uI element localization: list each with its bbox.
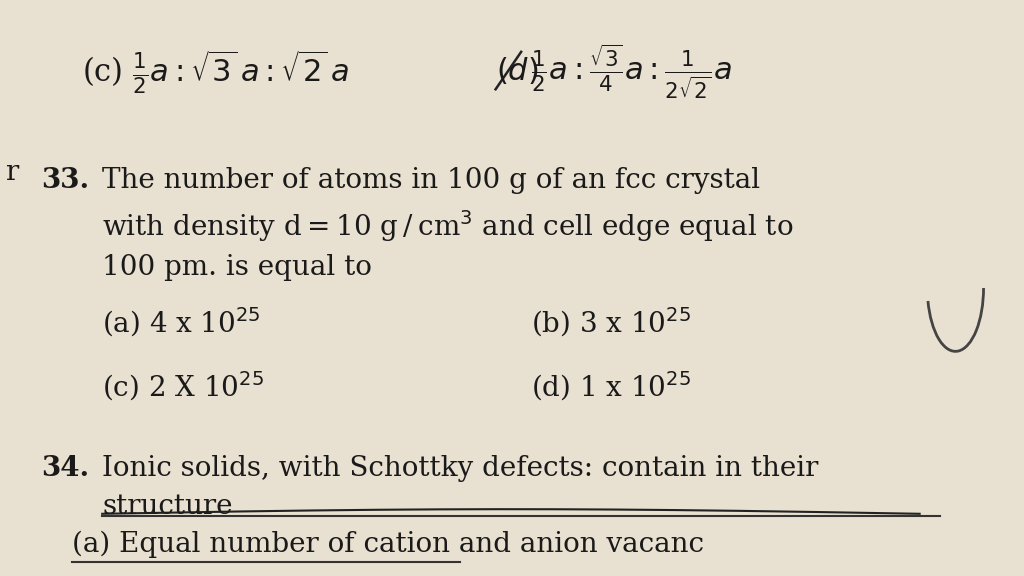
Text: (c) 2 X 10$^{25}$: (c) 2 X 10$^{25}$ [102, 369, 264, 403]
Text: 33.: 33. [41, 167, 89, 194]
Text: $(d)$: $(d)$ [496, 56, 539, 88]
Text: 34.: 34. [41, 455, 89, 482]
Text: (c) $\frac{1}{2}a:\sqrt{3}\,a:\sqrt{2}\,a$: (c) $\frac{1}{2}a:\sqrt{3}\,a:\sqrt{2}\,… [82, 48, 349, 96]
Text: $\frac{1}{2}a:\frac{\sqrt{3}}{4}a:\frac{1}{2\sqrt{2}}a$: $\frac{1}{2}a:\frac{\sqrt{3}}{4}a:\frac{… [531, 43, 732, 101]
Text: (a) 4 x 10$^{25}$: (a) 4 x 10$^{25}$ [102, 306, 261, 339]
Text: (a) Equal number of cation and anion vacanc: (a) Equal number of cation and anion vac… [72, 530, 703, 558]
Text: (b) 3 x 10$^{25}$: (b) 3 x 10$^{25}$ [531, 306, 691, 339]
Text: The number of atoms in 100 g of an fcc crystal
with density d = 10 g / cm$^3$ an: The number of atoms in 100 g of an fcc c… [102, 167, 794, 282]
Text: (d) 1 x 10$^{25}$: (d) 1 x 10$^{25}$ [531, 369, 691, 403]
Text: Ionic solids, with Schottky defects: contain in their
structure: Ionic solids, with Schottky defects: con… [102, 455, 818, 520]
Text: r: r [5, 160, 18, 186]
